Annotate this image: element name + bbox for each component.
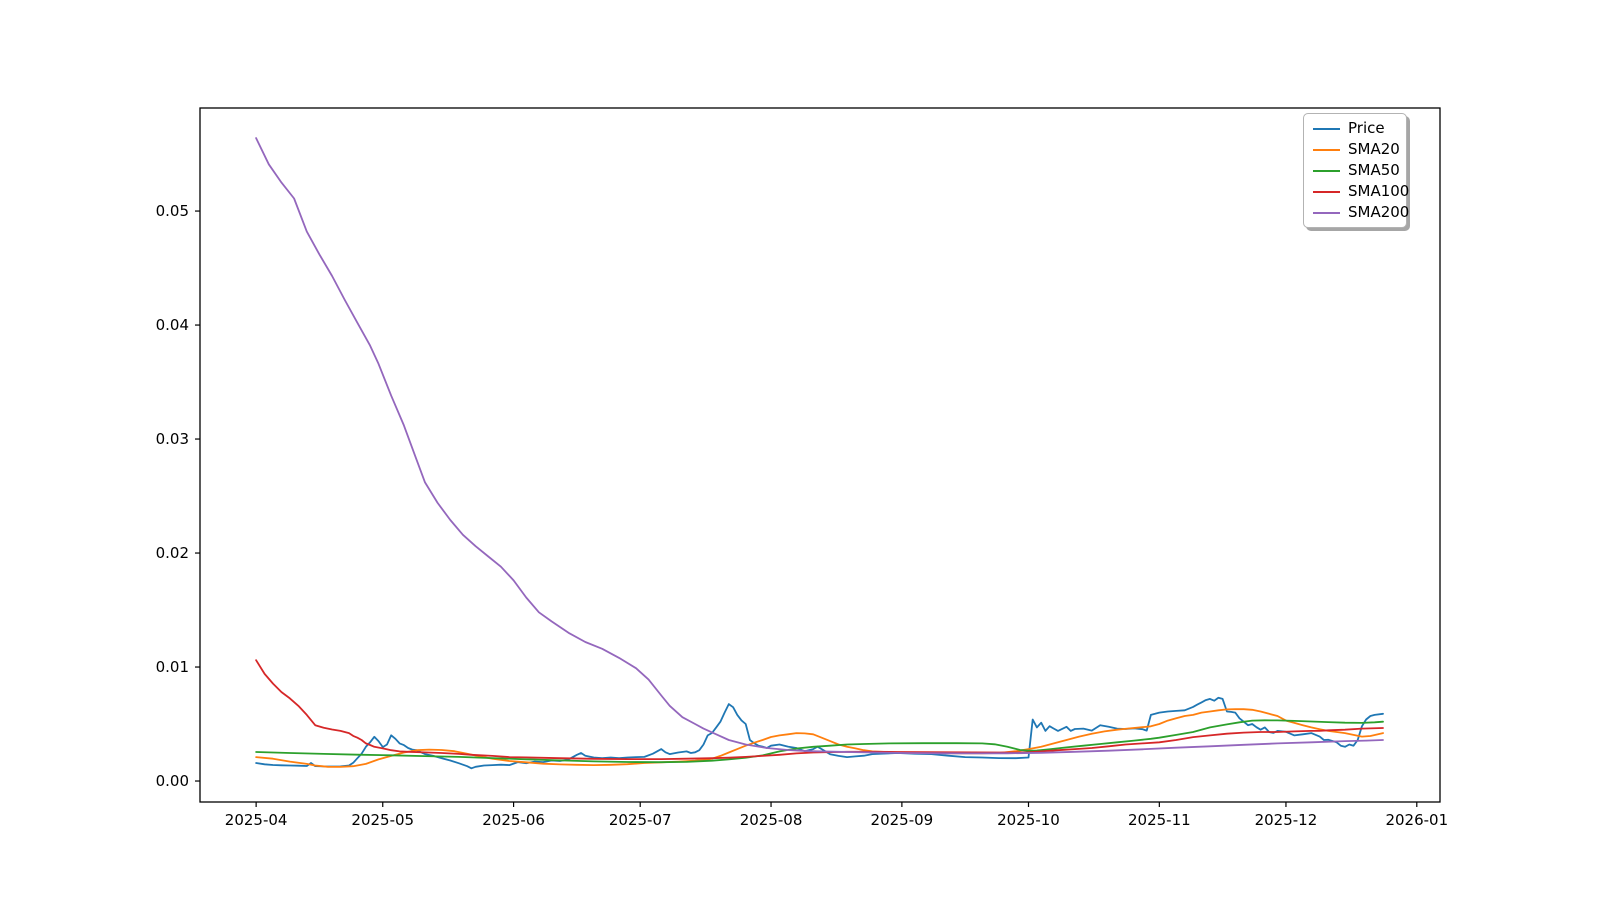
legend-label-sma200: SMA200 [1348, 203, 1410, 221]
x-tick-label: 2025-04 [225, 811, 288, 829]
sma100-line-swatch [1313, 190, 1340, 193]
y-tick-label: 0.05 [156, 202, 189, 220]
sma20-line-swatch [1313, 148, 1340, 151]
legend-label-sma20: SMA20 [1348, 140, 1400, 158]
y-tick-label: 0.00 [156, 772, 189, 790]
x-tick-label: 2025-11 [1128, 811, 1191, 829]
legend-label-price: Price [1348, 119, 1385, 137]
legend-item-price: Price [1313, 121, 1397, 136]
x-tick-label: 2026-01 [1385, 811, 1448, 829]
x-tick-label: 2025-07 [609, 811, 672, 829]
y-tick-label: 0.02 [156, 544, 189, 562]
series-line-sma200 [255, 137, 1384, 755]
x-tick-label: 2025-12 [1255, 811, 1318, 829]
sma50-line-swatch [1313, 169, 1340, 172]
x-tick-label: 2025-10 [997, 811, 1060, 829]
legend: Price SMA20 SMA50 SMA100 SMA200 [1303, 113, 1409, 228]
series-line-sma100 [255, 659, 1384, 760]
y-tick-label: 0.03 [156, 430, 189, 448]
legend-item-sma50: SMA50 [1313, 161, 1400, 179]
legend-item-sma100: SMA100 [1313, 184, 1409, 199]
y-tick-label: 0.01 [156, 658, 189, 676]
sma200-line-swatch [1313, 211, 1340, 214]
y-tick-label: 0.04 [156, 316, 189, 334]
series-line-sma50 [255, 719, 1384, 764]
legend-item-sma200: SMA200 [1313, 205, 1409, 220]
series-line-sma20 [255, 708, 1384, 768]
plot-border [199, 107, 1441, 803]
x-tick-label: 2025-09 [871, 811, 934, 829]
x-tick-label: 2025-08 [740, 811, 803, 829]
legend-label-sma100: SMA100 [1348, 182, 1410, 200]
legend-item-sma20: SMA20 [1313, 140, 1400, 158]
x-tick-label: 2025-06 [482, 811, 545, 829]
legend-label-sma50: SMA50 [1348, 161, 1400, 179]
price-line-swatch [1313, 127, 1340, 130]
x-tick-label: 2025-05 [351, 811, 414, 829]
series-line-price [255, 696, 1384, 770]
